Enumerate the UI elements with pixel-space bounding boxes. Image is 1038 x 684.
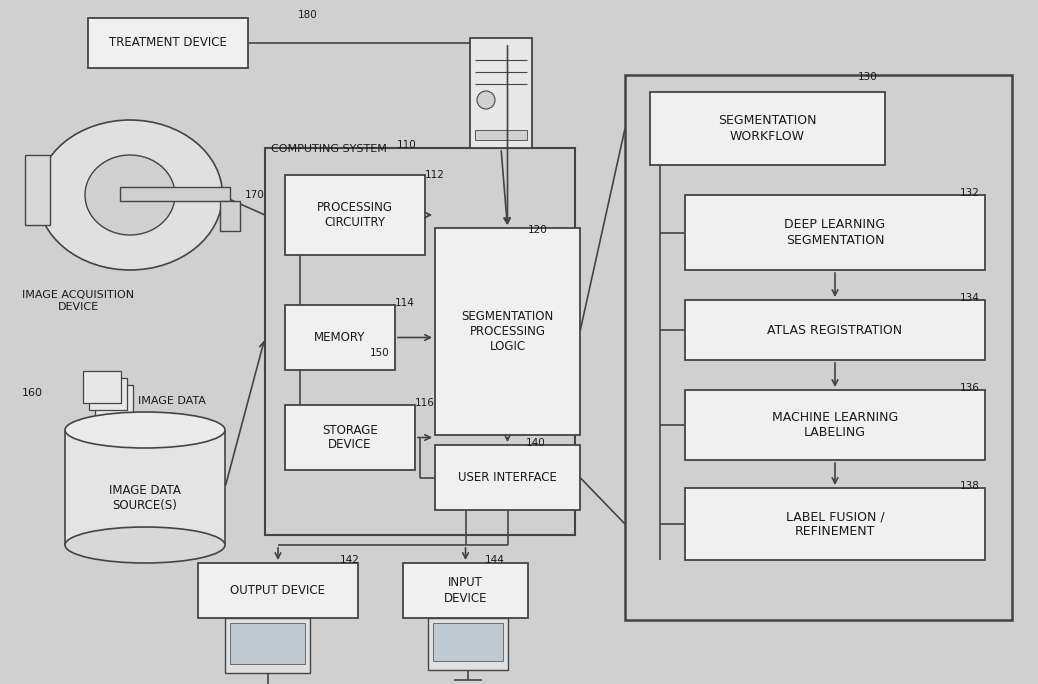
Text: 132: 132 <box>960 188 980 198</box>
Bar <box>120 187 230 201</box>
Ellipse shape <box>65 527 225 563</box>
FancyBboxPatch shape <box>88 18 248 68</box>
Text: 116: 116 <box>415 398 435 408</box>
Ellipse shape <box>85 155 175 235</box>
Bar <box>433 623 503 661</box>
Text: MACHINE LEARNING
LABELING: MACHINE LEARNING LABELING <box>772 411 898 439</box>
FancyBboxPatch shape <box>435 228 580 435</box>
FancyBboxPatch shape <box>685 390 985 460</box>
Text: 134: 134 <box>960 293 980 303</box>
Text: 114: 114 <box>395 298 415 308</box>
Text: STORAGE
DEVICE: STORAGE DEVICE <box>322 423 378 451</box>
Text: 130: 130 <box>858 72 878 82</box>
FancyBboxPatch shape <box>685 488 985 560</box>
Text: IMAGE DATA: IMAGE DATA <box>138 396 206 406</box>
FancyBboxPatch shape <box>198 563 358 618</box>
Text: 150: 150 <box>370 348 389 358</box>
Bar <box>83 371 121 403</box>
Text: PROCESSING
CIRCUITRY: PROCESSING CIRCUITRY <box>317 201 393 229</box>
FancyBboxPatch shape <box>285 175 425 255</box>
Bar <box>89 378 127 410</box>
Bar <box>230 623 305 664</box>
Text: ATLAS REGISTRATION: ATLAS REGISTRATION <box>767 324 903 337</box>
Ellipse shape <box>37 120 222 270</box>
Circle shape <box>477 91 495 109</box>
Text: IMAGE DATA
SOURCE(S): IMAGE DATA SOURCE(S) <box>109 484 181 512</box>
Text: 120: 120 <box>528 225 548 235</box>
Bar <box>25 155 50 225</box>
Text: MEMORY: MEMORY <box>315 331 365 344</box>
Bar <box>95 385 133 417</box>
FancyBboxPatch shape <box>470 38 532 148</box>
FancyBboxPatch shape <box>403 563 528 618</box>
FancyBboxPatch shape <box>435 445 580 510</box>
FancyBboxPatch shape <box>650 92 885 165</box>
Text: SEGMENTATION
WORKFLOW: SEGMENTATION WORKFLOW <box>718 114 817 142</box>
FancyBboxPatch shape <box>685 195 985 270</box>
Ellipse shape <box>65 412 225 448</box>
Text: USER INTERFACE: USER INTERFACE <box>458 471 557 484</box>
Text: SEGMENTATION
PROCESSING
LOGIC: SEGMENTATION PROCESSING LOGIC <box>461 310 553 353</box>
Bar <box>475 130 527 140</box>
Bar <box>65 430 225 545</box>
Bar <box>220 201 240 231</box>
Text: 110: 110 <box>397 140 416 150</box>
Text: LABEL FUSION /
REFINEMENT: LABEL FUSION / REFINEMENT <box>786 510 884 538</box>
Bar <box>225 618 310 673</box>
Text: DEEP LEARNING
SEGMENTATION: DEEP LEARNING SEGMENTATION <box>785 218 885 246</box>
Text: 140: 140 <box>526 438 546 448</box>
Text: 170: 170 <box>245 190 265 200</box>
Text: 142: 142 <box>340 555 360 565</box>
FancyBboxPatch shape <box>285 305 395 370</box>
Text: 138: 138 <box>960 481 980 491</box>
Text: 180: 180 <box>298 10 318 20</box>
Text: 136: 136 <box>960 383 980 393</box>
Text: 112: 112 <box>425 170 445 180</box>
Text: INPUT
DEVICE: INPUT DEVICE <box>444 577 487 605</box>
Text: 144: 144 <box>485 555 504 565</box>
Text: 160: 160 <box>22 388 43 398</box>
FancyBboxPatch shape <box>685 300 985 360</box>
Text: TREATMENT DEVICE: TREATMENT DEVICE <box>109 36 227 49</box>
Bar <box>428 618 508 670</box>
FancyBboxPatch shape <box>285 405 415 470</box>
Text: COMPUTING SYSTEM: COMPUTING SYSTEM <box>271 144 387 154</box>
Text: OUTPUT DEVICE: OUTPUT DEVICE <box>230 584 326 597</box>
Text: IMAGE ACQUISITION
DEVICE: IMAGE ACQUISITION DEVICE <box>22 290 134 312</box>
